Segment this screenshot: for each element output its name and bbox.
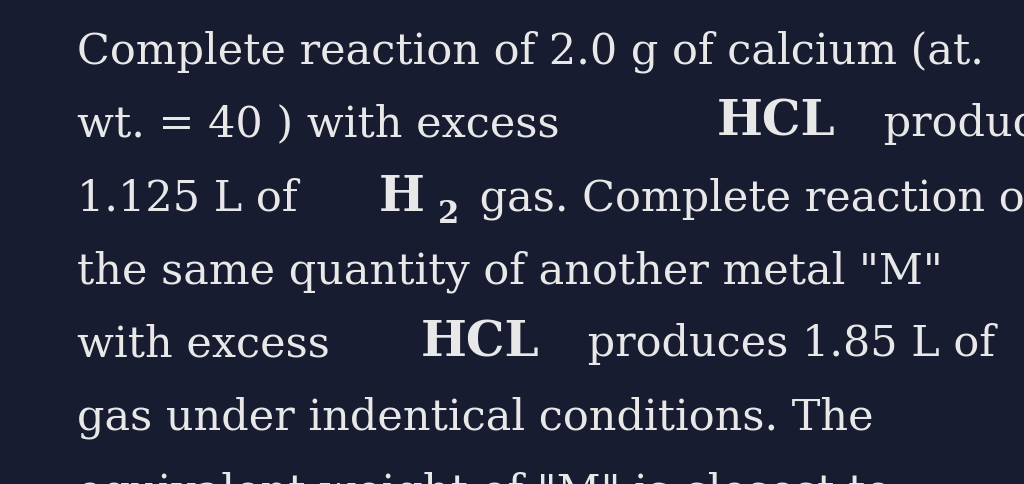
Text: Complete reaction of 2.0 g of calcium (at.: Complete reaction of 2.0 g of calcium (a… [77, 30, 984, 73]
Text: HCL: HCL [717, 99, 836, 146]
Text: produces 1.85 L of: produces 1.85 L of [573, 323, 1009, 365]
Text: gas. Complete reaction of: gas. Complete reaction of [466, 178, 1024, 220]
Text: gas under indentical conditions. The: gas under indentical conditions. The [77, 395, 873, 438]
Text: 2: 2 [438, 199, 460, 229]
Text: the same quantity of another metal "M": the same quantity of another metal "M" [77, 250, 942, 293]
Text: H: H [379, 174, 425, 221]
Text: wt. = 40 ) with excess: wt. = 40 ) with excess [77, 103, 573, 145]
Text: HCL: HCL [421, 319, 540, 366]
Text: with excess: with excess [77, 323, 343, 365]
Text: 1.125 L of: 1.125 L of [77, 178, 311, 220]
Text: produces: produces [870, 103, 1024, 145]
Text: equivalent weight of "M" is closest to: equivalent weight of "M" is closest to [77, 470, 891, 484]
